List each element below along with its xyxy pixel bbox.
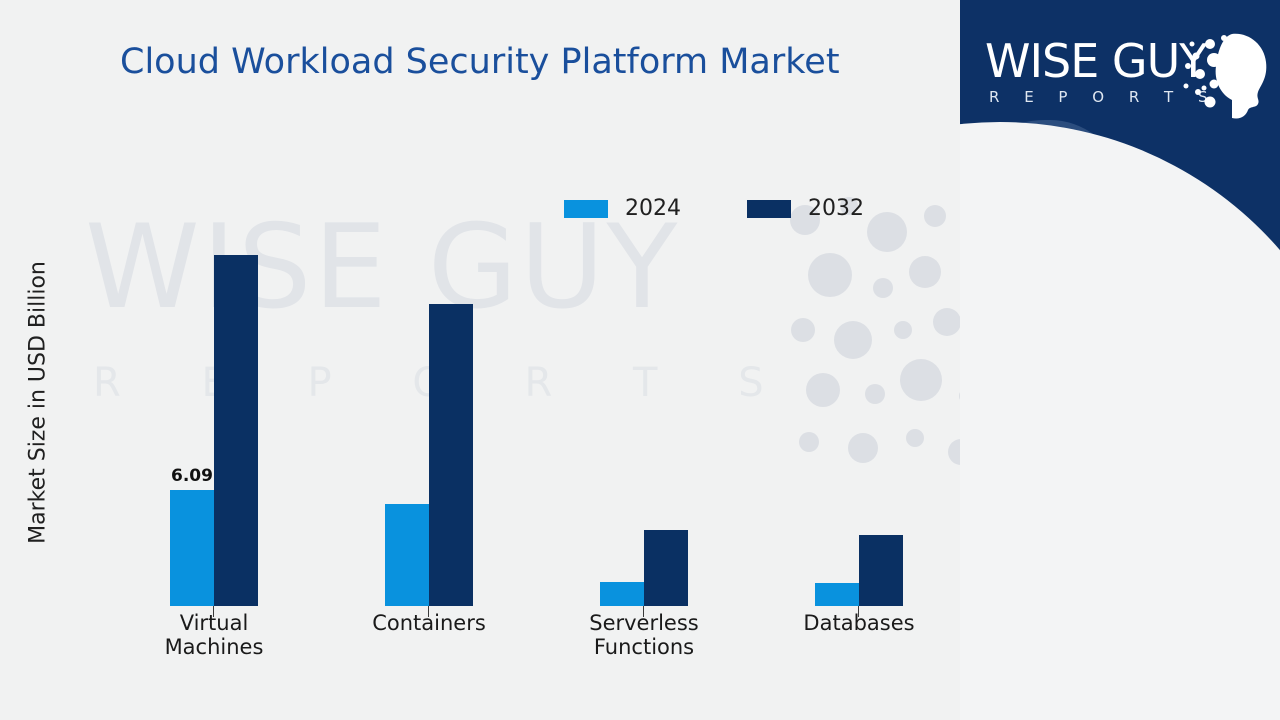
x-label-line1: Databases <box>803 611 915 635</box>
x-tick-virtual-machines <box>213 606 214 617</box>
bar-2032-virtual-machines[interactable] <box>214 255 258 606</box>
legend-swatch-2032 <box>747 199 791 218</box>
bar-2024-serverless-functions[interactable] <box>600 582 644 606</box>
y-axis-label: Market Size in USD Billion <box>25 261 51 544</box>
bar-2032-serverless-functions[interactable] <box>644 530 688 606</box>
bar-2032-containers[interactable] <box>429 304 473 606</box>
bar-group-virtual-machines: 6.09 Virtual Machines <box>165 160 263 658</box>
x-label-virtual-machines: Virtual Machines <box>119 611 309 659</box>
bar-2024-databases[interactable] <box>815 583 859 606</box>
legend-swatch-2024 <box>564 199 608 218</box>
x-tick-serverless-functions <box>643 606 644 617</box>
bar-2024-virtual-machines[interactable] <box>170 490 214 606</box>
wiseguy-logo: WISE GUY R E P O R T S <box>985 30 1267 120</box>
white-circle-overlay <box>960 122 1280 720</box>
bar-2024-containers[interactable] <box>385 504 429 606</box>
x-label-databases: Databases <box>764 611 954 636</box>
bar-chart: Market Size in USD Billion 2024 2032 6.0… <box>25 160 940 658</box>
bar-group-serverless-functions: Serverless Functions <box>589 160 699 658</box>
bar-group-databases: Databases <box>803 160 915 635</box>
brand-panel <box>960 0 1280 720</box>
bar-group-containers: Containers <box>372 160 486 635</box>
plot-area: 6.09 Virtual Machines Containers <box>120 160 940 658</box>
bar-value-2024-virtual-machines: 6.09 <box>171 466 213 486</box>
x-label-line2: Machines <box>164 634 264 659</box>
x-tick-containers <box>428 606 429 617</box>
x-label-line1: Serverless <box>589 611 699 635</box>
x-label-serverless-functions: Serverless Functions <box>549 611 739 659</box>
legend-label-2024: 2024 <box>625 196 681 221</box>
x-label-line2: Functions <box>593 634 695 659</box>
x-label-containers: Containers <box>334 611 524 636</box>
logo-head-icon <box>1183 33 1267 119</box>
logo-secondary-text: R E P O R T S <box>989 88 1218 106</box>
bar-2032-databases[interactable] <box>859 535 903 606</box>
x-label-line1: Virtual <box>179 611 249 635</box>
legend-item-2024[interactable]: 2024 <box>564 196 681 221</box>
x-tick-databases <box>858 606 859 617</box>
x-label-line1: Containers <box>372 611 486 635</box>
page-title: Cloud Workload Security Platform Market <box>120 42 840 82</box>
logo-primary-text: WISE GUY <box>985 34 1207 88</box>
